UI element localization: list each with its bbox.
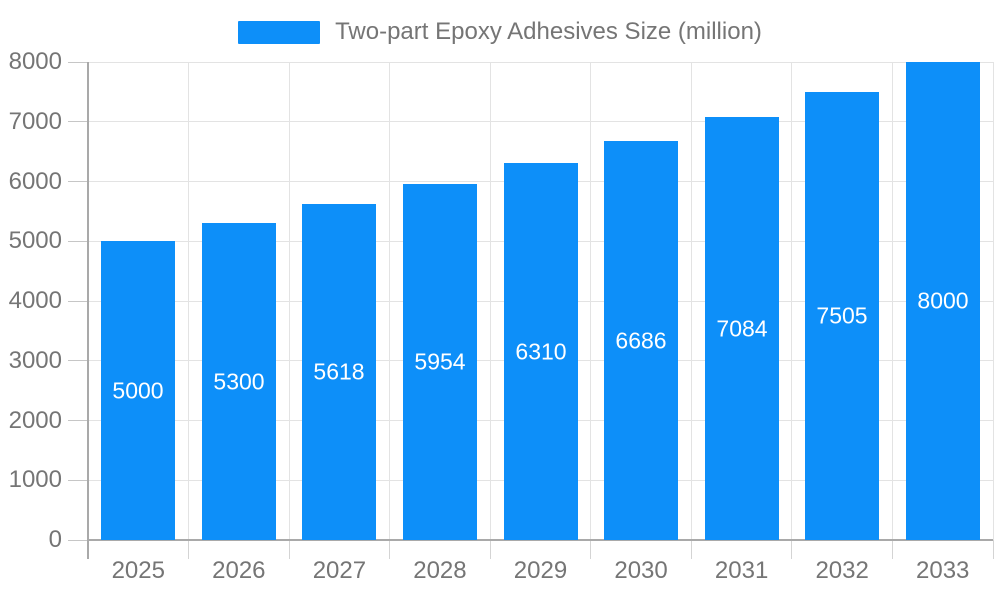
gridline-vertical [590, 62, 592, 540]
bar-2029[interactable]: 6310 [504, 163, 578, 540]
x-axis-label: 2026 [212, 557, 266, 584]
y-axis-label: 6000 [8, 167, 62, 195]
x-axis-tick [389, 540, 391, 559]
x-axis-label: 2031 [714, 557, 769, 584]
gridline-vertical [690, 62, 692, 540]
bar-2032[interactable]: 7505 [805, 92, 879, 540]
x-axis-tick [791, 540, 793, 559]
bar-value-label: 5300 [213, 368, 265, 394]
y-axis-tick [68, 539, 88, 541]
x-axis-line [88, 539, 993, 541]
bar-2026[interactable]: 5300 [202, 223, 276, 540]
y-axis-tick [68, 121, 88, 123]
x-axis-label: 2033 [916, 557, 970, 584]
x-axis-tick [891, 540, 893, 559]
x-axis-label: 2029 [513, 557, 568, 584]
y-axis-line [87, 62, 89, 559]
x-axis-tick [188, 540, 190, 559]
x-axis-label: 2025 [111, 557, 165, 584]
y-axis-label: 3000 [8, 346, 62, 374]
bar-2031[interactable]: 7084 [705, 117, 779, 540]
gridline-horizontal [88, 121, 993, 123]
x-axis-tick [489, 540, 491, 559]
gridline-vertical [188, 62, 190, 540]
legend-label: Two-part Epoxy Adhesives Size (million) [335, 18, 762, 45]
y-axis-label: 2000 [8, 406, 62, 434]
bar-2025[interactable]: 5000 [101, 241, 175, 540]
legend-swatch [238, 20, 321, 44]
y-axis-tick [68, 61, 88, 63]
gridline-vertical [891, 62, 893, 540]
x-axis-label: 2027 [312, 557, 367, 584]
bar-value-label: 6686 [615, 327, 667, 353]
y-axis-label: 7000 [8, 107, 62, 135]
y-axis-label: 5000 [8, 227, 62, 255]
y-axis-tick [68, 181, 88, 182]
y-axis-tick [68, 240, 88, 242]
gridline-vertical [389, 62, 391, 540]
bar-value-label: 6310 [515, 338, 567, 364]
y-axis-label: 0 [48, 526, 62, 553]
gridline-vertical [992, 62, 994, 540]
plot-area: 0 1000 2000 3000 4000 5000 6000 7000 8000 5000 202… [9, 48, 994, 584]
x-axis-tick [590, 540, 592, 559]
x-axis-label: 2028 [413, 557, 467, 584]
bar-2033[interactable]: 8000 [906, 62, 980, 540]
y-axis-tick [68, 300, 88, 302]
y-axis-label: 1000 [8, 466, 62, 494]
bar-value-label: 5000 [112, 377, 164, 403]
y-axis-tick [68, 479, 88, 481]
bar-value-label: 5618 [313, 358, 365, 385]
x-axis-tick [992, 540, 994, 559]
bar-value-label: 7084 [716, 315, 768, 341]
bar-value-label: 7505 [816, 302, 868, 329]
x-axis-tick [690, 540, 692, 559]
bar-value-label: 5954 [414, 348, 466, 375]
bar-value-label: 8000 [917, 287, 969, 314]
y-axis-tick [68, 360, 88, 362]
y-axis-tick [68, 420, 88, 421]
gridline-vertical [288, 62, 290, 540]
y-axis-label: 4000 [8, 287, 62, 314]
gridline-horizontal [88, 61, 993, 63]
gridline-vertical [489, 62, 491, 540]
bar-2027[interactable]: 5618 [302, 204, 376, 540]
chart-legend[interactable]: Two-part Epoxy Adhesives Size (million) [0, 17, 1000, 47]
x-axis-label: 2030 [614, 557, 668, 584]
x-axis-tick [288, 540, 290, 559]
y-axis-label: 8000 [8, 48, 62, 75]
x-axis-label: 2032 [815, 557, 869, 584]
bar-2028[interactable]: 5954 [403, 184, 477, 540]
bar-2030[interactable]: 6686 [604, 141, 678, 540]
gridline-vertical [791, 62, 793, 540]
